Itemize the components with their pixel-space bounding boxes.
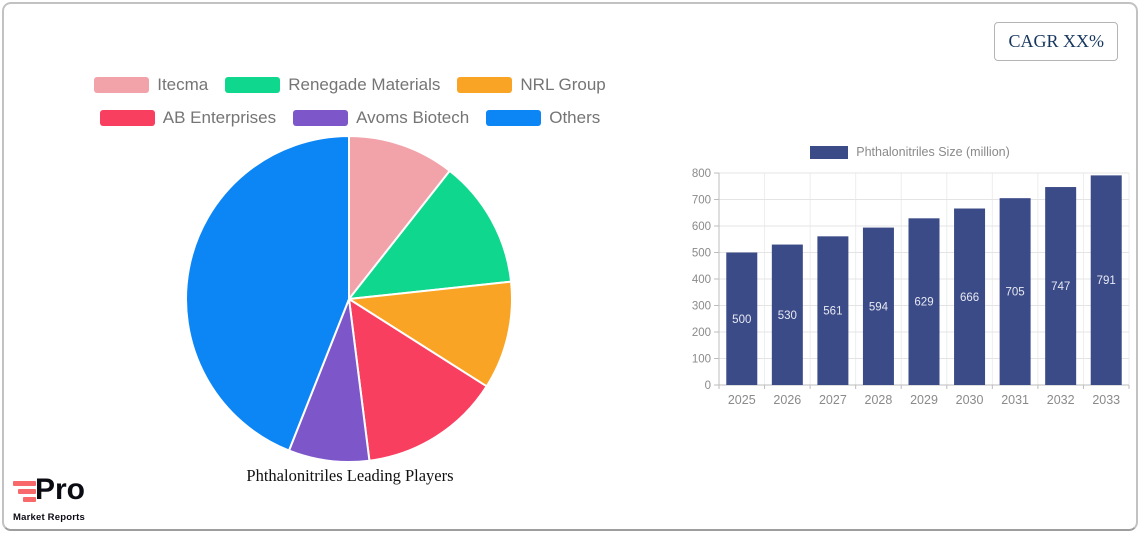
y-tick-label: 0: [705, 380, 711, 392]
bar-2027: [817, 236, 849, 385]
pie-chart-title: Phthalonitriles Leading Players: [246, 466, 454, 485]
pie-slice-ab-enterprises: [348, 298, 488, 462]
y-tick-label: 600: [692, 221, 711, 233]
bar-chart: Phthalonitriles Size (million) 0 100 200 30…: [683, 144, 1137, 419]
bar-value-label: 666: [960, 292, 979, 304]
x-tick-label: 2031: [1001, 393, 1029, 407]
legend-swatch: [94, 77, 150, 93]
bar-value-label: 561: [823, 306, 842, 318]
logo-bars-icon: [13, 481, 36, 502]
y-tick-label: 800: [692, 168, 711, 180]
legend-item-renegade-materials: Renegade Materials: [225, 75, 440, 95]
bar-2025: [726, 252, 758, 385]
legend-label: Avoms Biotech: [356, 108, 470, 127]
pie-chart: [185, 135, 513, 463]
cagr-badge: CAGR XX%: [994, 22, 1118, 61]
legend-label: Renegade Materials: [288, 75, 441, 94]
x-tick-label: 2033: [1092, 393, 1120, 407]
logo-bar: [13, 481, 36, 486]
pie-legend-row-1: Itecma Renegade Materials NRL Group: [0, 75, 700, 95]
logo-subtitle: Market Reports: [13, 512, 85, 523]
bar-2029: [908, 218, 940, 385]
y-tick-label: 400: [692, 274, 711, 286]
bar-value-label: 594: [869, 301, 889, 313]
legend-item-avoms-biotech: Avoms Biotech: [293, 108, 469, 128]
brand-logo-mark: Pro: [13, 473, 85, 509]
bar-legend-swatch: [810, 145, 849, 159]
bar-chart-plot: 0 100 200 300 400 500 600 700 800 500 2025 530 2026 5…: [692, 168, 1130, 407]
legend-label: NRL Group: [520, 75, 606, 94]
bar-value-label: 791: [1097, 275, 1116, 287]
pie-legend: Itecma Renegade Materials NRL Group AB Ent…: [0, 75, 700, 141]
x-tick-label: 2032: [1047, 393, 1075, 407]
legend-swatch: [486, 110, 542, 126]
pie-slice-renegade-materials: [348, 169, 513, 300]
bar-value-label: 747: [1051, 281, 1070, 293]
bar-chart-legend: Phthalonitriles Size (million): [683, 144, 1137, 160]
x-tick-label: 2029: [910, 393, 938, 407]
bar-2030: [954, 208, 986, 385]
x-tick-label: 2030: [956, 393, 984, 407]
y-tick-label: 500: [692, 248, 711, 260]
legend-swatch: [225, 77, 281, 93]
pie-slice-nrl-group: [348, 280, 513, 388]
legend-swatch: [99, 110, 155, 126]
bar-value-label: 705: [1006, 287, 1025, 299]
logo-bar: [18, 489, 36, 494]
x-tick-label: 2026: [773, 393, 801, 407]
x-tick-label: 2025: [728, 393, 756, 407]
legend-item-nrl-group: NRL Group: [457, 75, 606, 95]
pie-slice-others: [185, 135, 350, 452]
bar-2033: [1090, 175, 1122, 385]
pie-slice-itecma: [348, 135, 451, 300]
logo-bar: [23, 497, 36, 502]
legend-swatch: [457, 77, 513, 93]
y-tick-label: 700: [692, 195, 711, 207]
legend-item-itecma: Itecma: [94, 75, 208, 95]
x-tick-label: 2027: [819, 393, 847, 407]
legend-item-ab-enterprises: AB Enterprises: [99, 108, 277, 128]
y-tick-label: 300: [692, 301, 711, 313]
bar-2032: [1045, 187, 1077, 385]
bar-2028: [862, 227, 894, 385]
bar-legend-label: Phthalonitriles Size (million): [856, 145, 1010, 159]
logo-name: Pro: [35, 473, 86, 506]
bar-value-label: 500: [732, 314, 751, 326]
pie-legend-row-2: AB Enterprises Avoms Biotech Others: [0, 108, 700, 128]
y-tick-label: 200: [692, 327, 711, 339]
legend-item-others: Others: [486, 108, 600, 128]
bar-value-label: 629: [914, 297, 933, 309]
x-tick-label: 2028: [865, 393, 893, 407]
brand-logo: Pro Market Reports: [13, 473, 85, 523]
y-tick-label: 100: [692, 354, 711, 366]
bar-2031: [999, 198, 1031, 385]
legend-label: AB Enterprises: [162, 108, 277, 127]
legend-label: Itecma: [157, 75, 209, 94]
bar-value-label: 530: [778, 310, 797, 322]
legend-swatch: [293, 110, 349, 126]
bar-2026: [771, 244, 803, 385]
legend-label: Others: [549, 108, 601, 127]
